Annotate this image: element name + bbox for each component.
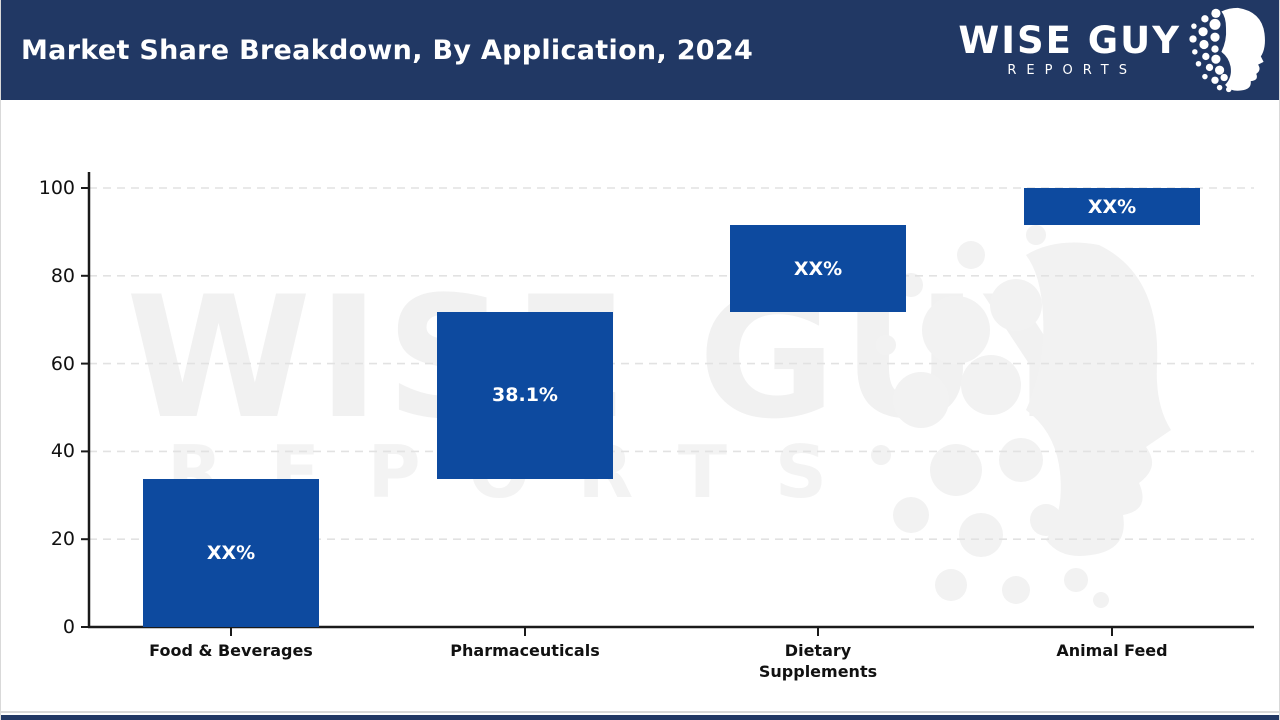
logo-subtitle: REPORTS <box>1007 63 1137 78</box>
bar-value-label: XX% <box>1087 195 1137 218</box>
logo-wordmark: WISE GUY <box>958 19 1181 62</box>
y-tick-label-40: 40 <box>50 440 75 463</box>
logo-head-icon <box>1189 7 1265 93</box>
page-title: Market Share Breakdown, By Application, … <box>21 34 754 66</box>
bar-animal-feed: XX% <box>1024 188 1200 226</box>
bar-value-label: 38.1% <box>492 384 558 407</box>
footer-bar <box>1 715 1279 720</box>
logo-text: WISE GUY REPORTS <box>958 22 1181 78</box>
y-tick-label-0: 0 <box>62 616 75 638</box>
x-tick-label-animal-feed: Animal Feed <box>1056 641 1168 660</box>
header: Market Share Breakdown, By Application, … <box>1 0 1279 100</box>
wise-guy-logo: WISE GUY REPORTS <box>958 6 1279 94</box>
footer-hairline <box>1 711 1279 713</box>
bar-food-beverages: XX% <box>143 479 319 627</box>
x-tick-label-pharmaceuticals: Pharmaceuticals <box>450 641 600 660</box>
bar-dietary-supplements: XX% <box>730 225 906 312</box>
y-tick-label-60: 60 <box>50 352 75 375</box>
watermark-head-icon <box>871 225 1171 608</box>
y-tick-label-100: 100 <box>38 177 75 199</box>
bar-value-label: XX% <box>793 257 843 280</box>
bar-pharmaceuticals: 38.1% <box>437 311 613 480</box>
y-tick-label-20: 20 <box>50 528 75 551</box>
y-tick-label-80: 80 <box>50 264 75 287</box>
x-tick-label-dietary-supplements: Dietary Supplements <box>758 641 878 681</box>
bar-value-label: XX% <box>206 542 256 565</box>
x-tick-label-food-beverages: Food & Beverages <box>149 641 313 660</box>
